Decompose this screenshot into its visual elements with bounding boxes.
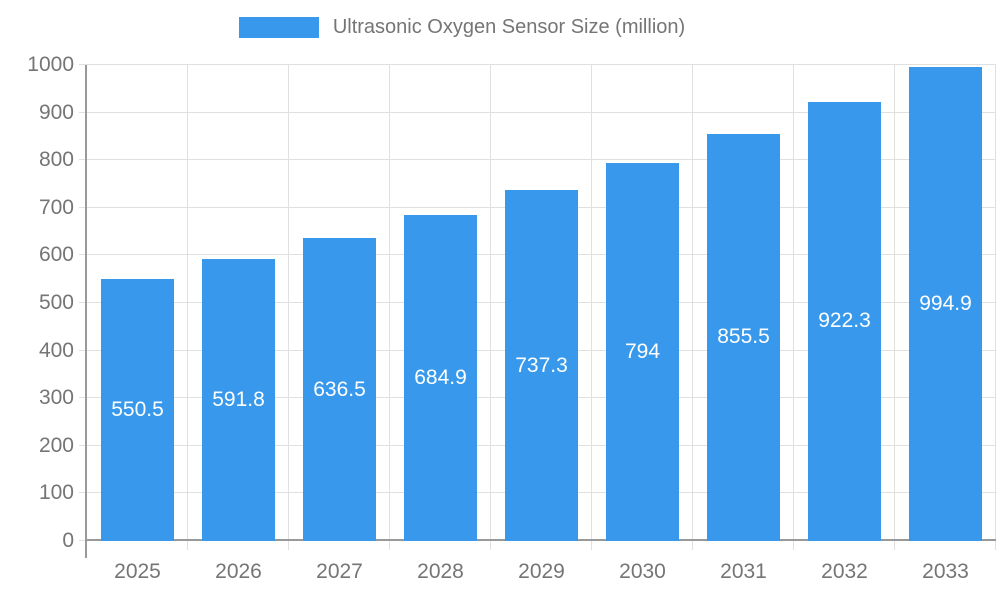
bar[interactable]	[505, 190, 578, 541]
x-tick-label: 2026	[215, 560, 262, 583]
bar[interactable]	[303, 238, 376, 541]
legend[interactable]: Ultrasonic Oxygen Sensor Size (million)	[0, 16, 962, 39]
bar[interactable]	[606, 163, 679, 541]
x-tick-mark	[995, 541, 996, 550]
y-tick-mark	[79, 444, 87, 446]
y-tick-mark	[79, 111, 87, 113]
h-gridline	[87, 111, 996, 113]
y-tick-label: 600	[38, 243, 74, 267]
bar-value-label: 922.3	[818, 309, 871, 333]
x-tick-label: 2027	[316, 560, 363, 583]
x-tick-mark	[187, 541, 188, 550]
x-tick-label: 2029	[518, 560, 565, 583]
bar-value-label: 550.5	[111, 397, 164, 421]
x-tick-label: 2030	[619, 560, 666, 583]
bar[interactable]	[101, 278, 174, 541]
y-tick-mark	[79, 397, 87, 399]
y-tick-label: 500	[38, 291, 74, 314]
y-tick-mark	[79, 540, 87, 541]
bar-value-label: 636.5	[313, 377, 366, 401]
bar-value-label: 794	[624, 340, 661, 364]
y-tick-mark	[79, 349, 87, 351]
x-tick-mark	[288, 541, 289, 550]
bar-value-label: 684.9	[414, 365, 467, 389]
legend-label: Ultrasonic Oxygen Sensor Size (million)	[332, 16, 686, 38]
y-tick-label: 200	[38, 433, 74, 457]
bar-value-label: 855.5	[717, 325, 770, 349]
bar[interactable]	[909, 67, 982, 541]
v-gridline	[389, 65, 390, 541]
x-tick-label: 2031	[720, 560, 767, 583]
y-tick-mark	[79, 492, 87, 494]
y-tick-label: 1000	[27, 53, 74, 76]
x-tick-mark	[692, 541, 693, 550]
y-tick-mark	[79, 159, 87, 161]
x-tick-label: 2025	[114, 560, 161, 583]
y-tick-label: 700	[38, 195, 74, 219]
x-tick-label: 2032	[821, 560, 868, 583]
bar[interactable]	[808, 101, 881, 541]
v-gridline	[995, 65, 996, 541]
x-tick-mark	[389, 541, 390, 550]
bar[interactable]	[202, 259, 275, 541]
y-axis-line	[85, 65, 87, 558]
y-tick-label: 0	[62, 529, 74, 552]
h-gridline	[87, 64, 996, 65]
y-tick-mark	[79, 302, 87, 303]
v-gridline	[894, 65, 895, 541]
x-tick-mark	[894, 541, 895, 550]
bar-value-label: 591.8	[212, 388, 265, 412]
h-gridline	[87, 159, 996, 161]
v-gridline	[288, 65, 289, 541]
y-tick-label: 900	[38, 100, 74, 124]
v-gridline	[490, 65, 491, 541]
bar-value-label: 994.9	[919, 292, 972, 316]
v-gridline	[187, 65, 188, 541]
y-tick-mark	[79, 206, 87, 208]
x-tick-label: 2033	[922, 560, 969, 583]
x-tick-mark	[793, 541, 794, 550]
y-tick-label: 300	[38, 386, 74, 410]
y-tick-mark	[79, 64, 87, 65]
v-gridline	[591, 65, 592, 541]
bar[interactable]	[707, 133, 780, 541]
v-gridline	[793, 65, 794, 541]
y-tick-label: 800	[38, 148, 74, 172]
bar-value-label: 737.3	[515, 353, 568, 377]
y-tick-label: 100	[38, 481, 74, 505]
y-tick-mark	[79, 254, 87, 256]
y-tick-label: 400	[38, 338, 74, 362]
bar[interactable]	[404, 214, 477, 541]
x-tick-mark	[591, 541, 592, 550]
x-tick-label: 2028	[417, 560, 464, 583]
x-tick-mark	[490, 541, 491, 550]
legend-swatch-icon	[238, 17, 319, 38]
v-gridline	[692, 65, 693, 541]
